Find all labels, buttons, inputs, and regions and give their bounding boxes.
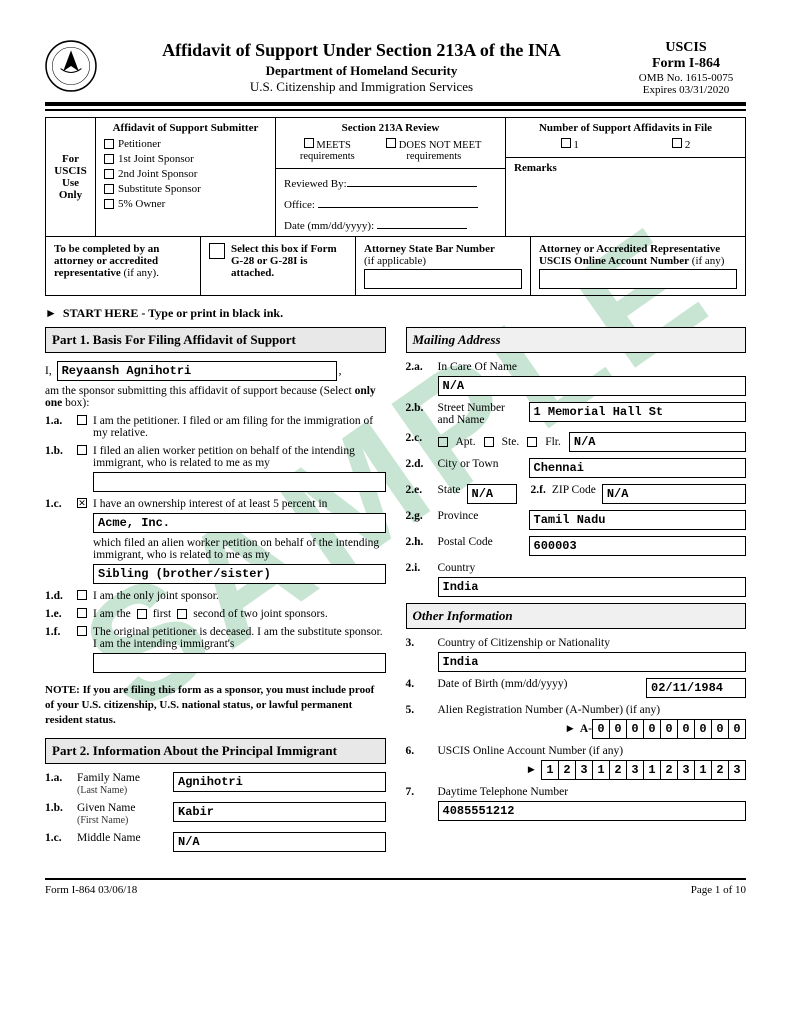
ck-meets[interactable] (304, 138, 314, 148)
footer-page: Page 1 of 10 (691, 884, 746, 896)
bar-number-input[interactable] (364, 269, 522, 289)
dhs-seal-icon (45, 40, 97, 92)
ck-5pct[interactable] (104, 199, 114, 209)
submitter-head: Affidavit of Support Submitter (104, 122, 267, 134)
1c-company-input[interactable]: Acme, Inc. (93, 513, 386, 533)
country-input[interactable]: India (438, 577, 747, 597)
ck-flr[interactable] (527, 437, 537, 447)
street-input[interactable]: 1 Memorial Hall St (529, 402, 747, 422)
page-footer: Form I-864 03/06/18 Page 1 of 10 (45, 878, 746, 896)
footer-form: Form I-864 03/06/18 (45, 884, 137, 896)
1f-input[interactable] (93, 653, 386, 673)
postal-input[interactable]: 600003 (529, 536, 747, 556)
uscis-use-only-box: For USCIS Use Only Affidavit of Support … (45, 117, 746, 237)
ck-1e-first[interactable] (137, 609, 147, 619)
1b-relation-input[interactable] (93, 472, 386, 492)
ck-1c[interactable]: ✕ (77, 498, 87, 508)
start-here: ► START HERE - Type or print in black in… (45, 306, 746, 321)
family-name-input[interactable]: Agnihotri (173, 772, 386, 792)
attorney-box: To be completed by an attorney or accred… (45, 237, 746, 296)
ck-1a[interactable] (77, 415, 87, 425)
dept-name: Department of Homeland Security (107, 63, 616, 79)
uscis-use-label: For USCIS Use Only (46, 118, 96, 236)
part1-note: NOTE: If you are filing this form as a s… (45, 683, 386, 728)
ck-apt[interactable] (438, 437, 448, 447)
num-affidavits-head: Number of Support Affidavits in File (514, 122, 737, 134)
ck-1b[interactable] (77, 445, 87, 455)
uscis-online-input[interactable]: 123123123123 (541, 760, 746, 780)
ck-not-meets[interactable] (386, 138, 396, 148)
omb: OMB No. 1615-0075 (626, 72, 746, 84)
a-number-input[interactable]: 000000000 (592, 719, 746, 739)
other-head: Other Information (406, 603, 747, 629)
review-head: Section 213A Review (284, 122, 497, 134)
svc-name: U.S. Citizenship and Immigration Service… (107, 79, 616, 95)
part2-head: Part 2. Information About the Principal … (45, 738, 386, 764)
ck-g28[interactable] (209, 243, 225, 259)
citizenship-input[interactable]: India (438, 652, 747, 672)
1c-relation-input[interactable]: Sibling (brother/sister) (93, 564, 386, 584)
province-input[interactable]: Tamil Nadu (529, 510, 747, 530)
ck-num1[interactable] (561, 138, 571, 148)
ck-1e-second[interactable] (177, 609, 187, 619)
zip-input[interactable]: N/A (602, 484, 746, 504)
mailing-head: Mailing Address (406, 327, 747, 353)
middle-name-input[interactable]: N/A (173, 832, 386, 852)
care-of-input[interactable]: N/A (438, 376, 747, 396)
remarks-label: Remarks (514, 162, 737, 174)
sponsor-name-input[interactable]: Reyaansh Agnihotri (57, 361, 337, 381)
ck-petitioner[interactable] (104, 139, 114, 149)
uscis-acct-input[interactable] (539, 269, 737, 289)
agency: USCIS (626, 40, 746, 56)
ck-1e[interactable] (77, 608, 87, 618)
expires: Expires 03/31/2020 (626, 84, 746, 96)
unit-input[interactable]: N/A (569, 432, 746, 452)
ck-num2[interactable] (672, 138, 682, 148)
ck-substitute[interactable] (104, 184, 114, 194)
given-name-input[interactable]: Kabir (173, 802, 386, 822)
part1-intro: am the sponsor submitting this affidavit… (45, 385, 386, 409)
phone-input[interactable]: 4085551212 (438, 801, 747, 821)
city-input[interactable]: Chennai (529, 458, 747, 478)
state-input[interactable]: N/A (467, 484, 517, 504)
ck-1d[interactable] (77, 590, 87, 600)
dob-input[interactable]: 02/11/1984 (646, 678, 746, 698)
form-header: Affidavit of Support Under Section 213A … (45, 40, 746, 106)
part1-head: Part 1. Basis For Filing Affidavit of Su… (45, 327, 386, 353)
ck-1st-joint[interactable] (104, 154, 114, 164)
form-title: Affidavit of Support Under Section 213A … (107, 40, 616, 61)
ck-2nd-joint[interactable] (104, 169, 114, 179)
ck-1f[interactable] (77, 626, 87, 636)
form-number: Form I-864 (626, 56, 746, 72)
ck-ste[interactable] (484, 437, 494, 447)
